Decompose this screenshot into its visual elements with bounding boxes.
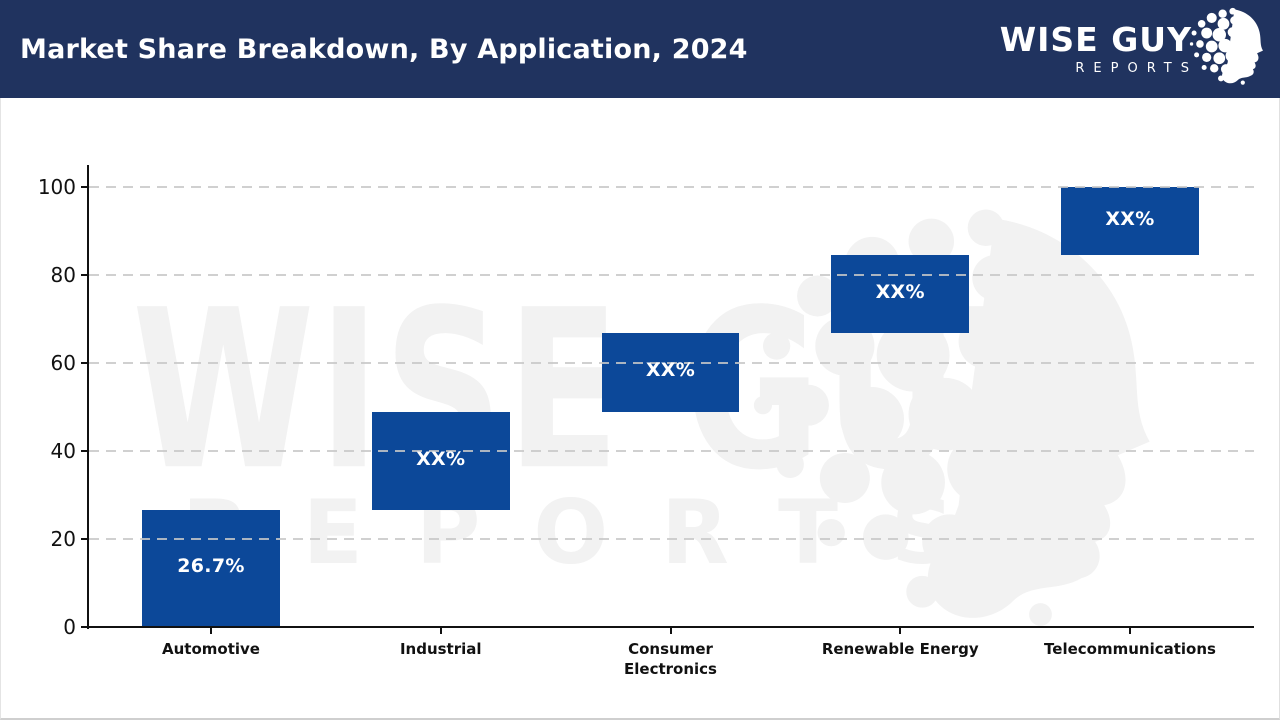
bar-segment	[371, 411, 510, 510]
x-axis-line	[87, 626, 1254, 628]
bar-value-label: XX%	[645, 359, 696, 382]
x-tick-mark	[210, 628, 212, 634]
y-tick-label: 80	[50, 263, 76, 287]
y-tick-label: 60	[50, 351, 76, 375]
x-tick-mark	[669, 628, 672, 634]
header-bar: Market Share Breakdown, By Application, …	[0, 0, 1280, 98]
y-tick-label: 100	[37, 175, 76, 199]
y-tick-mark	[81, 274, 87, 276]
gridline	[89, 450, 1254, 452]
x-tick-mark	[1129, 628, 1131, 634]
x-tick-mark	[439, 628, 442, 634]
y-tick-label: 20	[50, 527, 76, 551]
y-axis-line	[87, 165, 89, 629]
x-tick-label: Renewable Energy	[821, 640, 979, 658]
gridline	[89, 362, 1254, 364]
brand-logo: WISE GUY REPORTS	[1000, 6, 1268, 92]
bar-value-label: XX%	[416, 447, 466, 470]
bar-segment	[142, 509, 280, 627]
brand-name: WISE GUY	[999, 19, 1192, 59]
y-tick-label: 0	[63, 615, 76, 639]
gridline	[89, 186, 1254, 188]
x-tick-label: Consumer Electronics	[624, 640, 717, 678]
bar-value-label: XX%	[875, 281, 925, 304]
gridline	[89, 538, 1254, 540]
y-tick-mark	[81, 450, 87, 452]
y-tick-mark	[81, 362, 87, 364]
bar-value-label: 26.7%	[177, 555, 245, 578]
brand-face-icon	[1189, 7, 1263, 85]
x-tick-label: Telecommunications	[1044, 640, 1216, 658]
brand-logo-text: WISE GUY REPORTS	[1000, 23, 1192, 76]
y-tick-mark	[81, 186, 87, 188]
y-tick-label: 40	[50, 439, 76, 463]
brand-tagline: REPORTS	[1075, 60, 1198, 76]
x-tick-label: Industrial	[399, 640, 482, 658]
bar-segment	[601, 333, 740, 412]
y-tick-mark	[81, 626, 87, 628]
x-tick-label: Automotive	[162, 640, 260, 658]
gridline	[89, 274, 1254, 276]
bar-value-label: XX%	[1105, 208, 1155, 231]
chart-title: Market Share Breakdown, By Application, …	[20, 33, 748, 65]
x-tick-mark	[899, 628, 902, 634]
y-tick-mark	[81, 538, 87, 540]
